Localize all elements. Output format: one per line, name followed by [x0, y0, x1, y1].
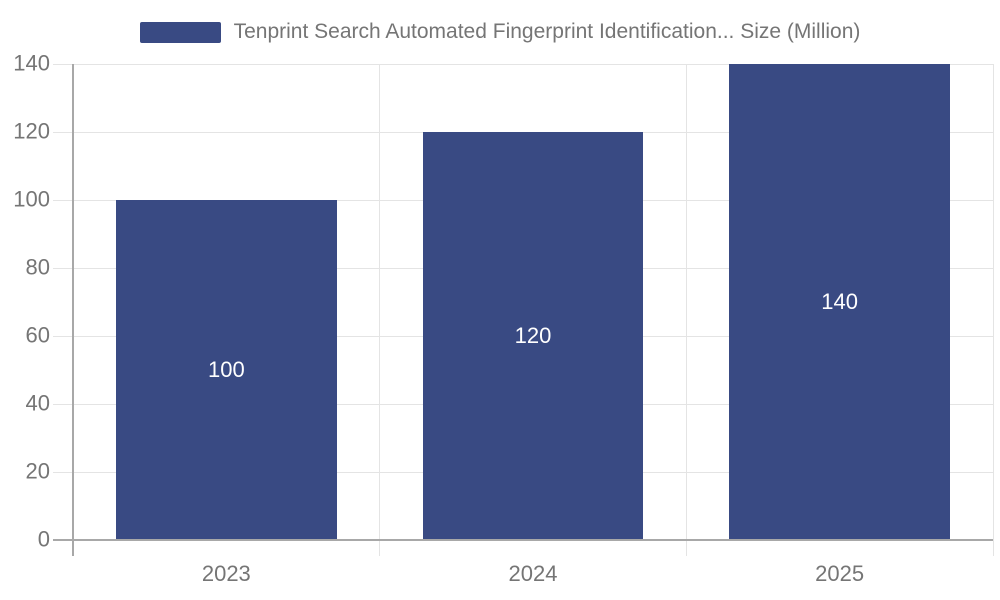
legend: Tenprint Search Automated Fingerprint Id…	[0, 20, 1000, 44]
x-gridline	[379, 64, 381, 556]
legend-label: Tenprint Search Automated Fingerprint Id…	[233, 20, 861, 43]
bar-value-label: 100	[207, 357, 245, 382]
x-gridline	[685, 64, 687, 556]
bar-value-label: 120	[514, 323, 552, 348]
bar-value-label: 140	[821, 289, 859, 314]
bar-2025[interactable]	[729, 64, 951, 540]
bar-2023[interactable]	[115, 200, 337, 540]
x-tick-label: 2024	[508, 561, 558, 586]
y-tick-label: 140	[13, 50, 50, 76]
x-tick-label: 2023	[201, 561, 251, 586]
legend-swatch-icon	[139, 21, 221, 43]
y-tick-label: 40	[25, 390, 50, 416]
x-tick-label: 2025	[815, 561, 865, 586]
y-tick-label: 100	[13, 186, 50, 212]
y-gridline	[53, 63, 993, 65]
bar-2024[interactable]	[422, 132, 644, 540]
x-gridline	[992, 64, 994, 556]
legend-item[interactable]: Tenprint Search Automated Fingerprint Id…	[139, 20, 861, 44]
y-tick-label: 0	[37, 526, 50, 552]
y-tick-label: 80	[25, 254, 50, 280]
y-axis-line	[71, 64, 74, 556]
y-tick-label: 120	[13, 118, 50, 144]
y-tick-label: 20	[25, 458, 50, 484]
x-axis-line	[53, 539, 993, 541]
y-tick-label: 60	[25, 322, 50, 348]
